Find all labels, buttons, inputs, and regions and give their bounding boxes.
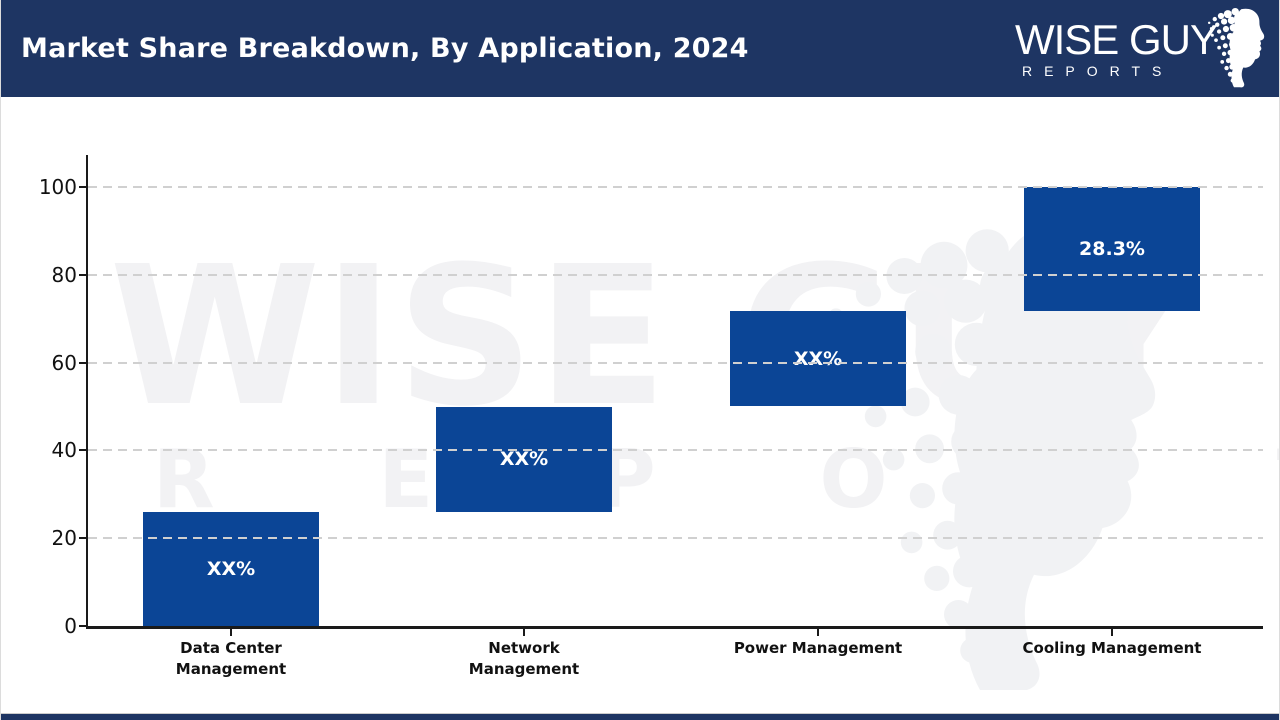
y-tick-label: 20 <box>51 526 77 551</box>
gridline <box>88 273 1263 276</box>
x-axis-line <box>86 626 1263 629</box>
gridline <box>88 186 1263 188</box>
x-tick <box>230 628 232 636</box>
bar-segment: XX% <box>143 511 319 626</box>
y-tick-label: 0 <box>64 614 77 638</box>
y-tick <box>79 361 88 364</box>
brand-name: WISE GUY <box>1014 16 1218 63</box>
bar-segment: 28.3% <box>1024 187 1200 312</box>
bar-value-label: XX% <box>499 448 549 471</box>
x-tick <box>523 628 525 636</box>
y-tick-label: 40 <box>51 438 77 463</box>
brand-face-icon <box>1203 3 1265 91</box>
y-axis-line <box>86 155 88 629</box>
x-category-label: Cooling Management <box>1022 639 1202 657</box>
bar-value-label: 28.3% <box>1079 238 1145 261</box>
y-tick <box>79 449 88 452</box>
y-tick <box>79 537 88 540</box>
brand-subtitle: REPORTS <box>1021 63 1174 79</box>
x-category-label: Network Management <box>468 639 580 678</box>
y-tick-label: 100 <box>38 175 77 199</box>
x-category-label: Data Center Management <box>175 639 287 678</box>
bar-segment: XX% <box>730 311 906 407</box>
brand-logo-text: WISE GUY REPORTS <box>1014 16 1218 79</box>
page-title: Market Share Breakdown, By Application, … <box>21 33 749 64</box>
y-tick-label: 60 <box>51 350 77 375</box>
brand-logo: WISE GUY REPORTS <box>1015 0 1265 97</box>
gridline <box>88 449 1263 452</box>
x-tick <box>817 628 819 636</box>
gridline <box>88 537 1263 540</box>
gridline <box>88 361 1263 364</box>
bar-value-label: XX% <box>206 557 256 580</box>
y-tick <box>79 273 88 276</box>
y-tick-label: 80 <box>51 262 77 287</box>
header: Market Share Breakdown, By Application, … <box>1 0 1279 97</box>
x-category-label: Power Management <box>733 639 903 657</box>
x-tick <box>1111 628 1113 636</box>
bar-value-label: XX% <box>793 347 843 370</box>
footer-strip <box>1 713 1279 720</box>
y-tick <box>79 186 88 188</box>
bar-segment: XX% <box>436 406 612 512</box>
y-tick <box>79 625 88 627</box>
